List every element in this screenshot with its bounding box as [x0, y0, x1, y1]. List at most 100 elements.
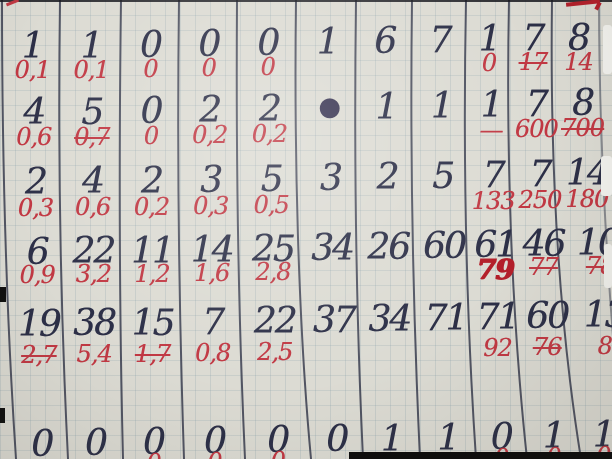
cell-main-value: 1 [430, 85, 454, 127]
cell-main-value: 1 [316, 21, 340, 63]
cell-main-value: 0 [198, 23, 221, 65]
cell-main-value: 38 [73, 303, 117, 345]
table-cell: 1 [363, 418, 420, 459]
cell-sub-value: 0,2 [133, 192, 170, 221]
table-cell: 3 [302, 160, 359, 197]
cell-main-value: 1 [542, 415, 566, 457]
cell-main-value: 13 [583, 295, 612, 337]
table-cell: 5 0,7 [62, 94, 122, 149]
cell-main-value: 1 [380, 418, 404, 459]
cell-main-value: 1 [375, 86, 398, 128]
table-cell: 1 0,1 [3, 29, 60, 83]
cell-sub-value: — [479, 115, 503, 144]
cell-sub-value: 0 [481, 49, 497, 77]
table-cell: 61 79 [471, 227, 518, 283]
table-cell: 60 [416, 228, 471, 265]
ink-blot: ● [318, 91, 341, 122]
cell-sub-value: 2,8 [255, 257, 291, 286]
cell-sub-value: 1,2 [134, 259, 170, 288]
cell-sub-value: 0,3 [17, 194, 54, 223]
table-cell: 22 2,5 [243, 303, 307, 364]
cell-main-value: 7 [482, 154, 506, 196]
table-cell: 10778 [577, 226, 612, 279]
column-divider-line [1, 0, 17, 459]
table-cell: 38 5,4 [66, 303, 123, 367]
cell-sub-value: 0 [546, 442, 561, 459]
cell-sub-value: 1,6 [193, 258, 230, 287]
cell-main-value: 71 [476, 296, 520, 338]
column-divider-line [118, 0, 124, 459]
table-cell: 11 1,2 [122, 233, 182, 286]
table-cell: 14 1,6 [182, 232, 242, 285]
table-cell: 7 250 [516, 157, 563, 213]
cell-sub-value: 250 [518, 186, 562, 215]
table-cell: 1 [420, 420, 476, 457]
cell-main-value: 6 [374, 20, 397, 62]
cell-main-value: 7 [522, 18, 545, 60]
cell-main-value: 4 [82, 161, 105, 203]
cell-main-value: 1 [478, 19, 501, 60]
cell-sub-value: 0,6 [16, 123, 52, 152]
cell-main-value: 2 [24, 162, 48, 204]
cell-main-value: 34 [311, 227, 355, 269]
cell-main-value: 2 [376, 156, 400, 198]
cell-sub-value: 133 [471, 186, 516, 215]
cell-sub-value: 0 [123, 451, 184, 459]
column-divider-line [294, 0, 312, 459]
table-cell: 7 [413, 22, 467, 59]
cell-sub-value: 700 [561, 114, 605, 143]
table-cell: 5 [415, 155, 470, 197]
table-cell: 1 0,1 [61, 25, 121, 82]
cell-sub-value: 0,1 [73, 55, 109, 84]
cell-sub-value: 0 [245, 449, 311, 459]
cell-sub-value: 0,2 [251, 119, 288, 148]
table-cell: 1— [468, 84, 513, 142]
cell-sub-value: 0,6 [74, 193, 111, 222]
column-divider-line [58, 0, 69, 459]
table-cell: 15 1,7 [122, 305, 182, 366]
cell-main-value: 0 [203, 421, 227, 459]
column-divider-line [410, 0, 421, 459]
table-cell: 2 0,2 [239, 91, 300, 146]
cell-main-value: 5 [432, 155, 455, 197]
table-cell: 7 600 [513, 87, 559, 142]
cell-main-value: 0 [142, 422, 166, 459]
cell-main-value: 0 [267, 420, 290, 459]
cell-main-value: 0 [326, 419, 349, 459]
cell-main-value: 1 [80, 25, 104, 67]
cell-main-value: 5 [260, 158, 284, 200]
table-cell: 8 14 [555, 17, 602, 74]
cell-main-value: 0 [490, 416, 514, 458]
cell-main-value: 19 [17, 304, 62, 346]
cell-sub-value: 3,2 [75, 260, 112, 289]
table-cell: 6 0,9 [10, 235, 65, 288]
cell-main-value: 8 [567, 17, 591, 59]
cell-sub-value: 76 [532, 333, 563, 362]
cell-main-value: 2 [199, 89, 222, 131]
cell-sub-value: 1,7 [134, 339, 171, 368]
cell-main-value: 0 [84, 423, 108, 459]
cell-main-value: 8 [571, 83, 595, 125]
cell-sub-value: 0 [184, 450, 245, 459]
table-cell: 6 [357, 20, 413, 62]
column-divider-line [550, 0, 582, 459]
cell-main-value: 7 [202, 301, 225, 343]
cell-sub-value: 0,5 [253, 190, 289, 219]
table-cell: 00 [123, 425, 184, 459]
cell-main-value: 26 [367, 226, 411, 268]
cell-sub-value: 0,2 [191, 120, 228, 149]
cell-main-value: 1 [480, 84, 503, 126]
cell-main-value: 0 [140, 90, 163, 132]
cell-main-value: 22 [72, 231, 116, 273]
cell-sub-value: 17 [518, 48, 549, 77]
column-divider-line [463, 0, 477, 459]
table-cell: 71 [418, 300, 473, 337]
cell-main-value: 46 [522, 224, 566, 266]
